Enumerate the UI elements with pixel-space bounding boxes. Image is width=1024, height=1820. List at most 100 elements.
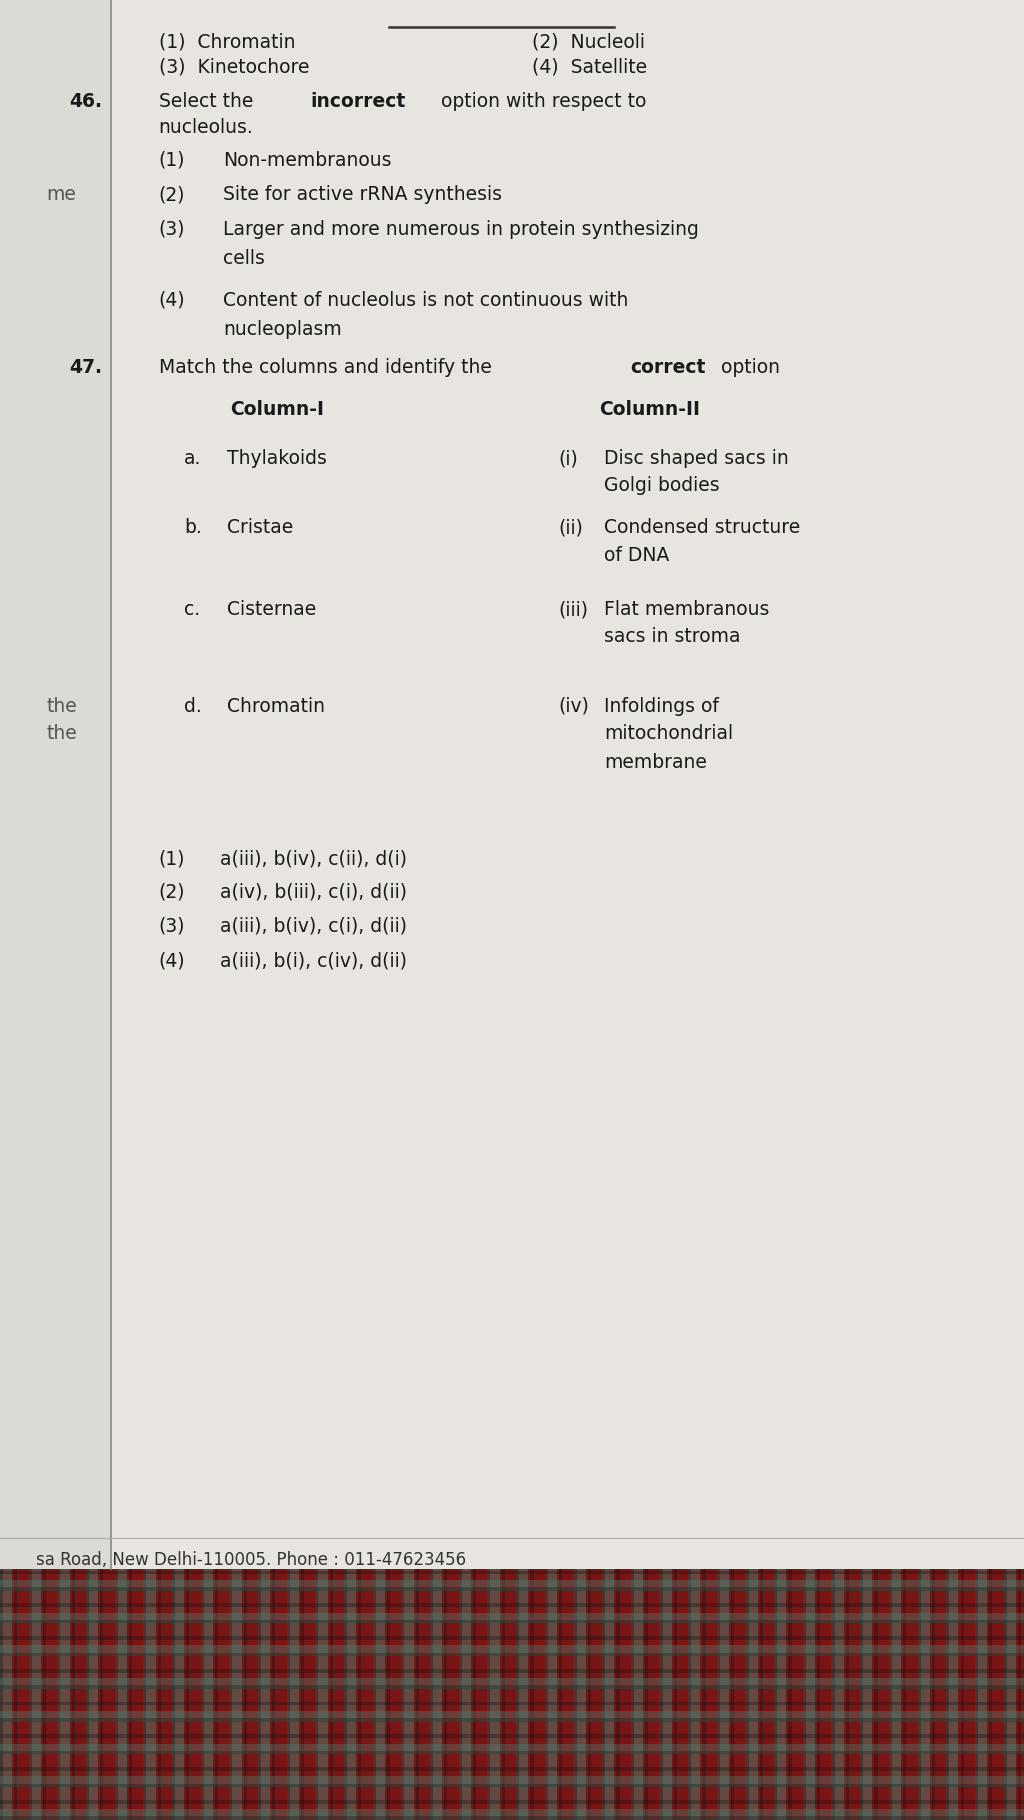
Bar	[774, 1569, 786, 1820]
Text: a(iii), b(iv), c(i), d(ii): a(iii), b(iv), c(i), d(ii)	[220, 917, 408, 935]
Bar	[373, 1569, 385, 1820]
Bar	[717, 1569, 720, 1820]
Bar	[573, 1569, 577, 1820]
Bar	[674, 1569, 677, 1820]
Bar	[616, 1569, 620, 1820]
Bar	[846, 1569, 849, 1820]
Bar	[0, 1702, 1024, 1705]
Text: (ii): (ii)	[558, 519, 583, 537]
Bar	[745, 1569, 758, 1820]
Bar	[0, 1767, 1024, 1771]
Bar	[86, 1569, 89, 1820]
Bar	[774, 1569, 777, 1820]
Bar	[860, 1569, 872, 1820]
Bar	[0, 1569, 3, 1820]
Bar	[358, 1569, 361, 1820]
Bar	[0, 1645, 1024, 1656]
Bar	[0, 1751, 1024, 1754]
Text: Column-I: Column-I	[230, 400, 325, 419]
Bar	[244, 1569, 247, 1820]
Text: of DNA: of DNA	[604, 546, 670, 564]
Bar	[0, 1569, 1024, 1820]
Bar	[0, 1571, 1024, 1574]
Bar	[860, 1569, 863, 1820]
Bar	[416, 1569, 419, 1820]
Text: Larger and more numerous in protein synthesizing: Larger and more numerous in protein synt…	[223, 220, 699, 238]
Text: Condensed structure: Condensed structure	[604, 519, 801, 537]
Text: Cristae: Cristae	[227, 519, 294, 537]
Text: the: the	[46, 697, 77, 715]
Bar	[344, 1569, 356, 1820]
Bar	[0, 1800, 1024, 1804]
Bar	[961, 1569, 964, 1820]
Text: Golgi bodies: Golgi bodies	[604, 477, 720, 495]
Text: option: option	[715, 359, 779, 377]
Bar	[473, 1569, 476, 1820]
Text: mitochondrial: mitochondrial	[604, 724, 733, 743]
Text: option with respect to: option with respect to	[435, 93, 646, 111]
Bar	[817, 1569, 820, 1820]
Bar	[918, 1569, 930, 1820]
Bar	[760, 1569, 763, 1820]
Bar	[516, 1569, 528, 1820]
Bar	[0, 1809, 1024, 1820]
Text: (4): (4)	[159, 291, 185, 309]
Bar	[0, 0, 1024, 1569]
Text: (2): (2)	[159, 883, 185, 901]
Bar	[631, 1569, 643, 1820]
Bar	[0, 1636, 1024, 1640]
Bar	[72, 1569, 75, 1820]
Bar	[803, 1569, 806, 1820]
Text: (1)  Chromatin: (1) Chromatin	[159, 33, 295, 51]
Bar	[57, 1569, 60, 1820]
Bar	[172, 1569, 175, 1820]
Text: membrane: membrane	[604, 753, 707, 772]
Bar	[645, 1569, 648, 1820]
Text: a(iv), b(iii), c(i), d(ii): a(iv), b(iii), c(i), d(ii)	[220, 883, 408, 901]
Bar	[215, 1569, 218, 1820]
Bar	[287, 1569, 290, 1820]
Text: (2)  Nucleoli: (2) Nucleoli	[532, 33, 645, 51]
Bar	[43, 1569, 46, 1820]
Bar	[0, 1685, 1024, 1689]
Bar	[602, 1569, 614, 1820]
Bar	[932, 1569, 935, 1820]
Bar	[287, 1569, 299, 1820]
Text: Infoldings of: Infoldings of	[604, 697, 719, 715]
Bar	[631, 1569, 634, 1820]
Bar	[0, 1669, 1024, 1673]
Bar	[158, 1569, 161, 1820]
Text: 46.: 46.	[70, 93, 102, 111]
Bar	[258, 1569, 270, 1820]
Bar	[688, 1569, 691, 1820]
Bar	[0, 1613, 1024, 1623]
Bar	[201, 1569, 213, 1820]
Text: Chromatin: Chromatin	[227, 697, 326, 715]
Bar	[143, 1569, 156, 1820]
Bar	[588, 1569, 591, 1820]
Text: nucleoplasm: nucleoplasm	[223, 320, 342, 339]
Bar	[0, 0, 111, 1569]
Bar	[1018, 1569, 1021, 1820]
Bar	[0, 1620, 1024, 1623]
Bar	[0, 1816, 1024, 1820]
Bar	[115, 1569, 118, 1820]
Text: (iii): (iii)	[558, 601, 588, 619]
Bar	[487, 1569, 500, 1820]
Text: cells: cells	[223, 249, 265, 268]
Bar	[903, 1569, 906, 1820]
Text: a(iii), b(iv), c(ii), d(i): a(iii), b(iv), c(ii), d(i)	[220, 850, 408, 868]
Bar	[444, 1569, 447, 1820]
Bar	[373, 1569, 376, 1820]
Bar	[975, 1569, 987, 1820]
Bar	[0, 1734, 1024, 1738]
Text: Content of nucleolus is not continuous with: Content of nucleolus is not continuous w…	[223, 291, 629, 309]
Text: incorrect: incorrect	[310, 93, 406, 111]
Text: c.: c.	[184, 601, 201, 619]
Bar	[186, 1569, 189, 1820]
Bar	[0, 1744, 1024, 1754]
Text: Select the: Select the	[159, 93, 259, 111]
Bar	[401, 1569, 404, 1820]
Bar	[387, 1569, 390, 1820]
Bar	[0, 1776, 1024, 1787]
